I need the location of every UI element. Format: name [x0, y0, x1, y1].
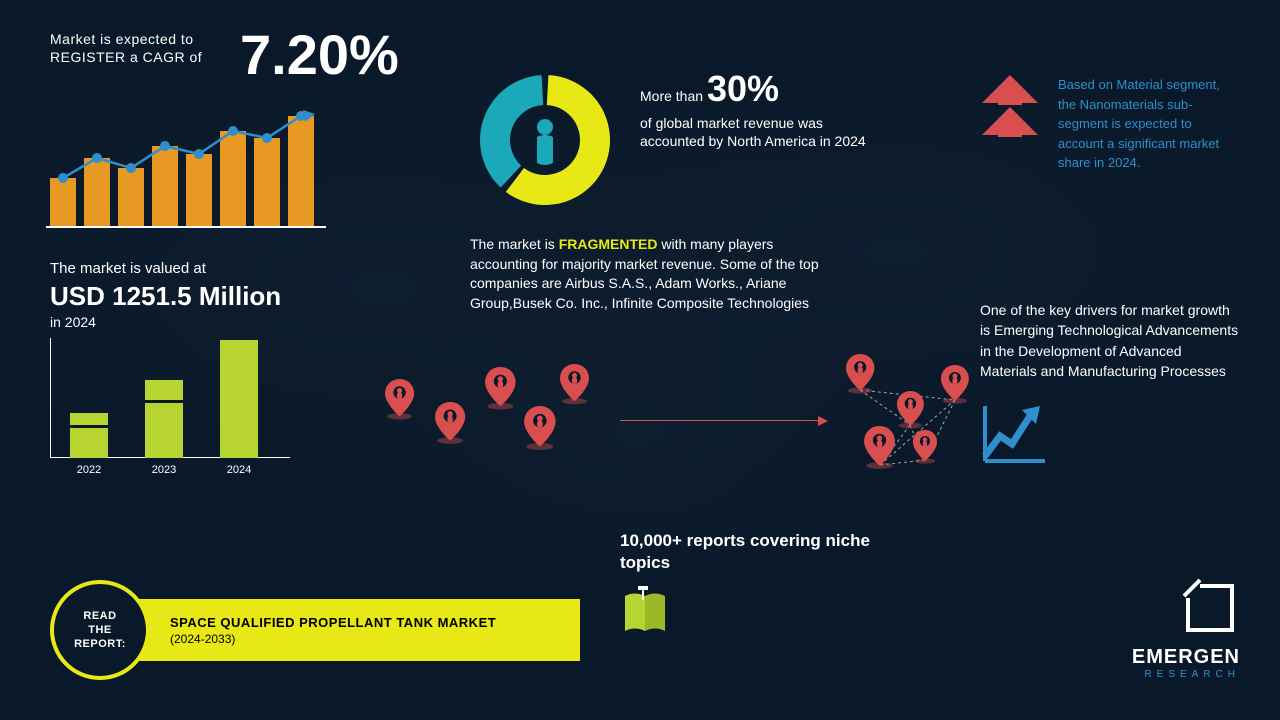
- map-pins-section: [380, 365, 980, 495]
- read-report-banner[interactable]: READTHEREPORT: SPACE QUALIFIED PROPELLAN…: [50, 590, 580, 670]
- cagr-bar-line-chart: [50, 96, 330, 226]
- donut-text: More than 30% of global market revenue w…: [640, 65, 870, 151]
- driver-text: One of the key drivers for market growth…: [980, 300, 1240, 381]
- double-up-arrow-icon: [980, 75, 1040, 150]
- donut-section: More than 30% of global market revenue w…: [470, 65, 870, 215]
- value-year: in 2024: [50, 314, 370, 330]
- value-bar-chart: 202220232024: [50, 342, 300, 472]
- donut-chart: [470, 65, 620, 215]
- value-amount: USD 1251.5 Million: [50, 281, 370, 312]
- cagr-value: 7.20%: [240, 22, 399, 87]
- reports-section: 10,000+ reports covering niche topics: [620, 530, 870, 641]
- banner-bar: SPACE QUALIFIED PROPELLANT TANK MARKET (…: [110, 599, 580, 661]
- reports-text: 10,000+ reports covering niche topics: [620, 530, 870, 574]
- banner-circle: READTHEREPORT:: [50, 580, 150, 680]
- market-value-section: The market is valued at USD 1251.5 Milli…: [50, 260, 370, 472]
- emergen-logo: EMERGEN RESEARCH: [1110, 578, 1240, 680]
- cagr-section: Market is expected to REGISTER a CAGR of…: [50, 30, 410, 226]
- value-label: The market is valued at: [50, 260, 370, 277]
- nano-section: Based on Material segment, the Nanomater…: [980, 75, 1240, 173]
- fragmented-section: The market is FRAGMENTED with many playe…: [470, 235, 830, 313]
- nano-text: Based on Material segment, the Nanomater…: [1058, 75, 1240, 173]
- driver-section: One of the key drivers for market growth…: [980, 300, 1240, 471]
- book-icon: [620, 586, 670, 636]
